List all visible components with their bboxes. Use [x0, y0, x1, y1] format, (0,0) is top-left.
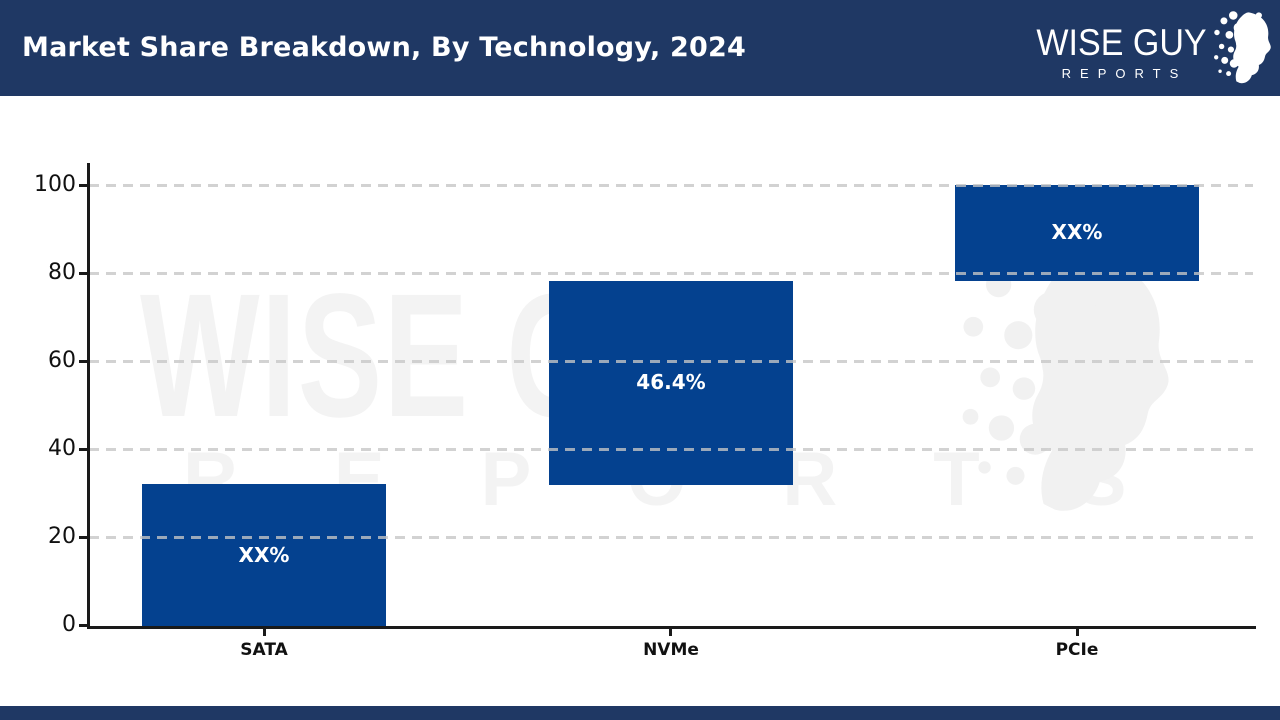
y-tick-label: 80	[48, 260, 76, 285]
y-tick-mark	[79, 624, 87, 627]
x-tick-mark	[669, 629, 672, 636]
bar-value-label: XX%	[1051, 220, 1103, 244]
gridline-100	[89, 184, 1253, 187]
y-tick-mark	[79, 184, 87, 187]
gridline-20	[89, 536, 1253, 539]
y-tick-mark	[79, 448, 87, 451]
brand-subname: REPORTS	[1061, 66, 1188, 81]
bar-pcie	[955, 185, 1199, 281]
bar-value-label: XX%	[238, 543, 290, 567]
bar-sata	[142, 484, 386, 626]
gridline-40	[89, 448, 1253, 451]
bar-nvme	[549, 281, 793, 485]
y-tick-label: 0	[62, 612, 76, 637]
header-bar: Market Share Breakdown, By Technology, 2…	[0, 0, 1280, 96]
y-tick-label: 20	[48, 524, 76, 549]
footer-bar	[0, 706, 1280, 720]
brand-logo: WISE GUY REPORTS	[1022, 6, 1272, 90]
brand-name: WISE GUY	[1036, 22, 1207, 63]
y-tick-label: 100	[34, 172, 76, 197]
page-title: Market Share Breakdown, By Technology, 2…	[22, 32, 747, 63]
x-category-label: NVMe	[643, 640, 699, 660]
y-tick-mark	[79, 272, 87, 275]
y-tick-mark	[79, 536, 87, 539]
dotted-face-icon	[1210, 8, 1272, 92]
x-category-label: SATA	[240, 640, 288, 660]
x-category-label: PCIe	[1055, 640, 1099, 660]
x-axis-line	[87, 626, 1256, 629]
x-tick-mark	[1076, 629, 1079, 636]
gridline-80	[89, 272, 1253, 275]
x-tick-mark	[263, 629, 266, 636]
gridline-60	[89, 360, 1253, 363]
bar-value-label: 46.4%	[636, 370, 706, 394]
brand-logo-text: WISE GUY REPORTS	[1029, 22, 1214, 81]
y-tick-label: 40	[48, 436, 76, 461]
y-axis-line	[87, 163, 90, 629]
y-tick-label: 60	[48, 348, 76, 373]
y-tick-mark	[79, 360, 87, 363]
watermark-dotted-face-icon	[948, 238, 1173, 532]
